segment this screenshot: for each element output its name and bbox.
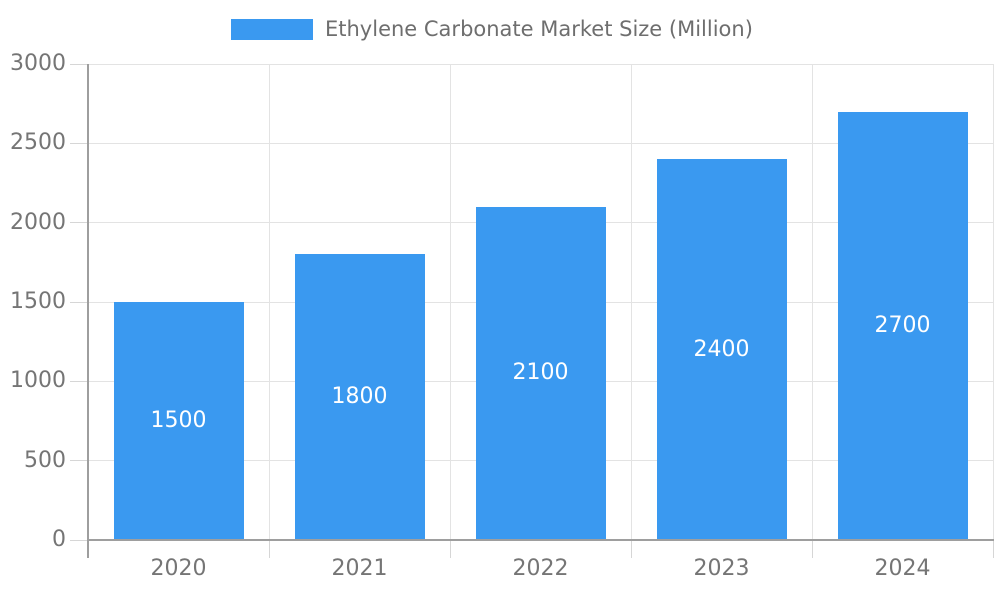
x-axis-label: 2024 [874, 556, 931, 581]
bar-value-label: 2700 [874, 312, 931, 338]
x-gridline [449, 64, 451, 540]
y-axis-tick-label: 500 [24, 447, 66, 473]
x-axis-label: 2021 [331, 556, 388, 581]
bar-value-label: 2400 [693, 336, 750, 362]
legend-swatch [231, 18, 313, 40]
bar-value-label: 1500 [150, 408, 207, 433]
y-gridline [88, 142, 993, 144]
y-axis-tick-label: 2000 [10, 209, 66, 235]
x-gridline [992, 64, 994, 540]
x-axis-line [87, 539, 994, 541]
x-axis-tick [449, 540, 451, 558]
x-axis-label: 2023 [693, 556, 750, 581]
bar[interactable]: 1500 [113, 302, 244, 540]
y-gridline [88, 63, 993, 65]
x-axis-tick [992, 540, 994, 558]
x-axis-tick [811, 540, 813, 558]
x-gridline [811, 64, 813, 540]
y-axis-tick [70, 301, 88, 303]
y-axis-tick-label: 1500 [10, 289, 66, 314]
legend-label: Ethylene Carbonate Market Size (Million) [325, 17, 753, 41]
y-axis-tick [70, 380, 88, 382]
x-axis-tick [630, 540, 632, 558]
y-axis-line [87, 64, 89, 558]
y-axis-tick [70, 460, 88, 462]
bar-value-label: 2100 [512, 360, 569, 386]
y-axis-tick [70, 142, 88, 144]
x-axis-label: 2020 [150, 556, 207, 581]
bar-value-label: 1800 [331, 384, 388, 410]
x-gridline [630, 64, 632, 540]
y-axis-tick [70, 63, 88, 65]
y-axis-tick-label: 1000 [10, 368, 66, 394]
x-gridline [268, 64, 270, 540]
x-axis-label: 2022 [512, 556, 569, 581]
bar[interactable]: 1800 [294, 254, 425, 540]
bar[interactable]: 2400 [656, 159, 787, 540]
x-axis-tick [268, 540, 270, 558]
y-axis-tick-label: 0 [52, 527, 66, 552]
plot-area: 0 500 1000 1500 2000 2500 3000 2020 2021 2022 2023… [10, 53, 994, 580]
y-axis-tick [70, 539, 88, 541]
legend-item[interactable]: Ethylene Carbonate Market Size (Million) [231, 17, 753, 41]
y-axis-tick-label: 3000 [10, 51, 66, 76]
bar[interactable]: 2700 [837, 111, 968, 540]
bar[interactable]: 2100 [475, 206, 606, 540]
y-axis-tick-label: 2500 [10, 130, 66, 156]
y-axis-tick [70, 222, 88, 224]
